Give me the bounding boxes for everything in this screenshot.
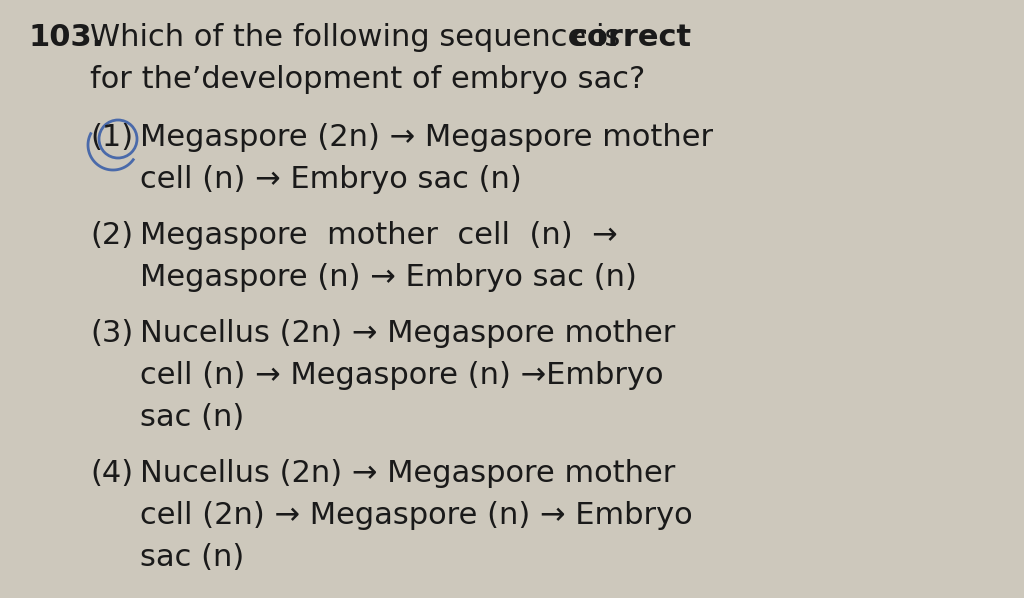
Text: (1): (1) (90, 123, 133, 152)
Text: (4): (4) (90, 459, 133, 488)
Text: (2): (2) (90, 221, 133, 250)
Text: Megaspore  mother  cell  (n)  →: Megaspore mother cell (n) → (140, 221, 617, 250)
Text: cell (n) → Megaspore (n) →Embryo: cell (n) → Megaspore (n) →Embryo (140, 361, 664, 390)
Text: Nucellus (2n) → Megaspore mother: Nucellus (2n) → Megaspore mother (140, 319, 676, 348)
Text: Nucellus (2n) → Megaspore mother: Nucellus (2n) → Megaspore mother (140, 459, 676, 488)
Text: sac (n): sac (n) (140, 403, 245, 432)
Text: (3): (3) (90, 319, 133, 348)
Text: cell (2n) → Megaspore (n) → Embryo: cell (2n) → Megaspore (n) → Embryo (140, 501, 692, 530)
Text: 103.: 103. (28, 23, 103, 52)
Text: Megaspore (n) → Embryo sac (n): Megaspore (n) → Embryo sac (n) (140, 263, 637, 292)
Text: for the’development of embryo sac?: for the’development of embryo sac? (90, 65, 645, 94)
Text: correct: correct (570, 23, 692, 52)
Text: sac (n): sac (n) (140, 543, 245, 572)
Text: Megaspore (2n) → Megaspore mother: Megaspore (2n) → Megaspore mother (140, 123, 713, 152)
Text: cell (n) → Embryo sac (n): cell (n) → Embryo sac (n) (140, 165, 522, 194)
Text: Which of the following sequence is: Which of the following sequence is (90, 23, 630, 52)
